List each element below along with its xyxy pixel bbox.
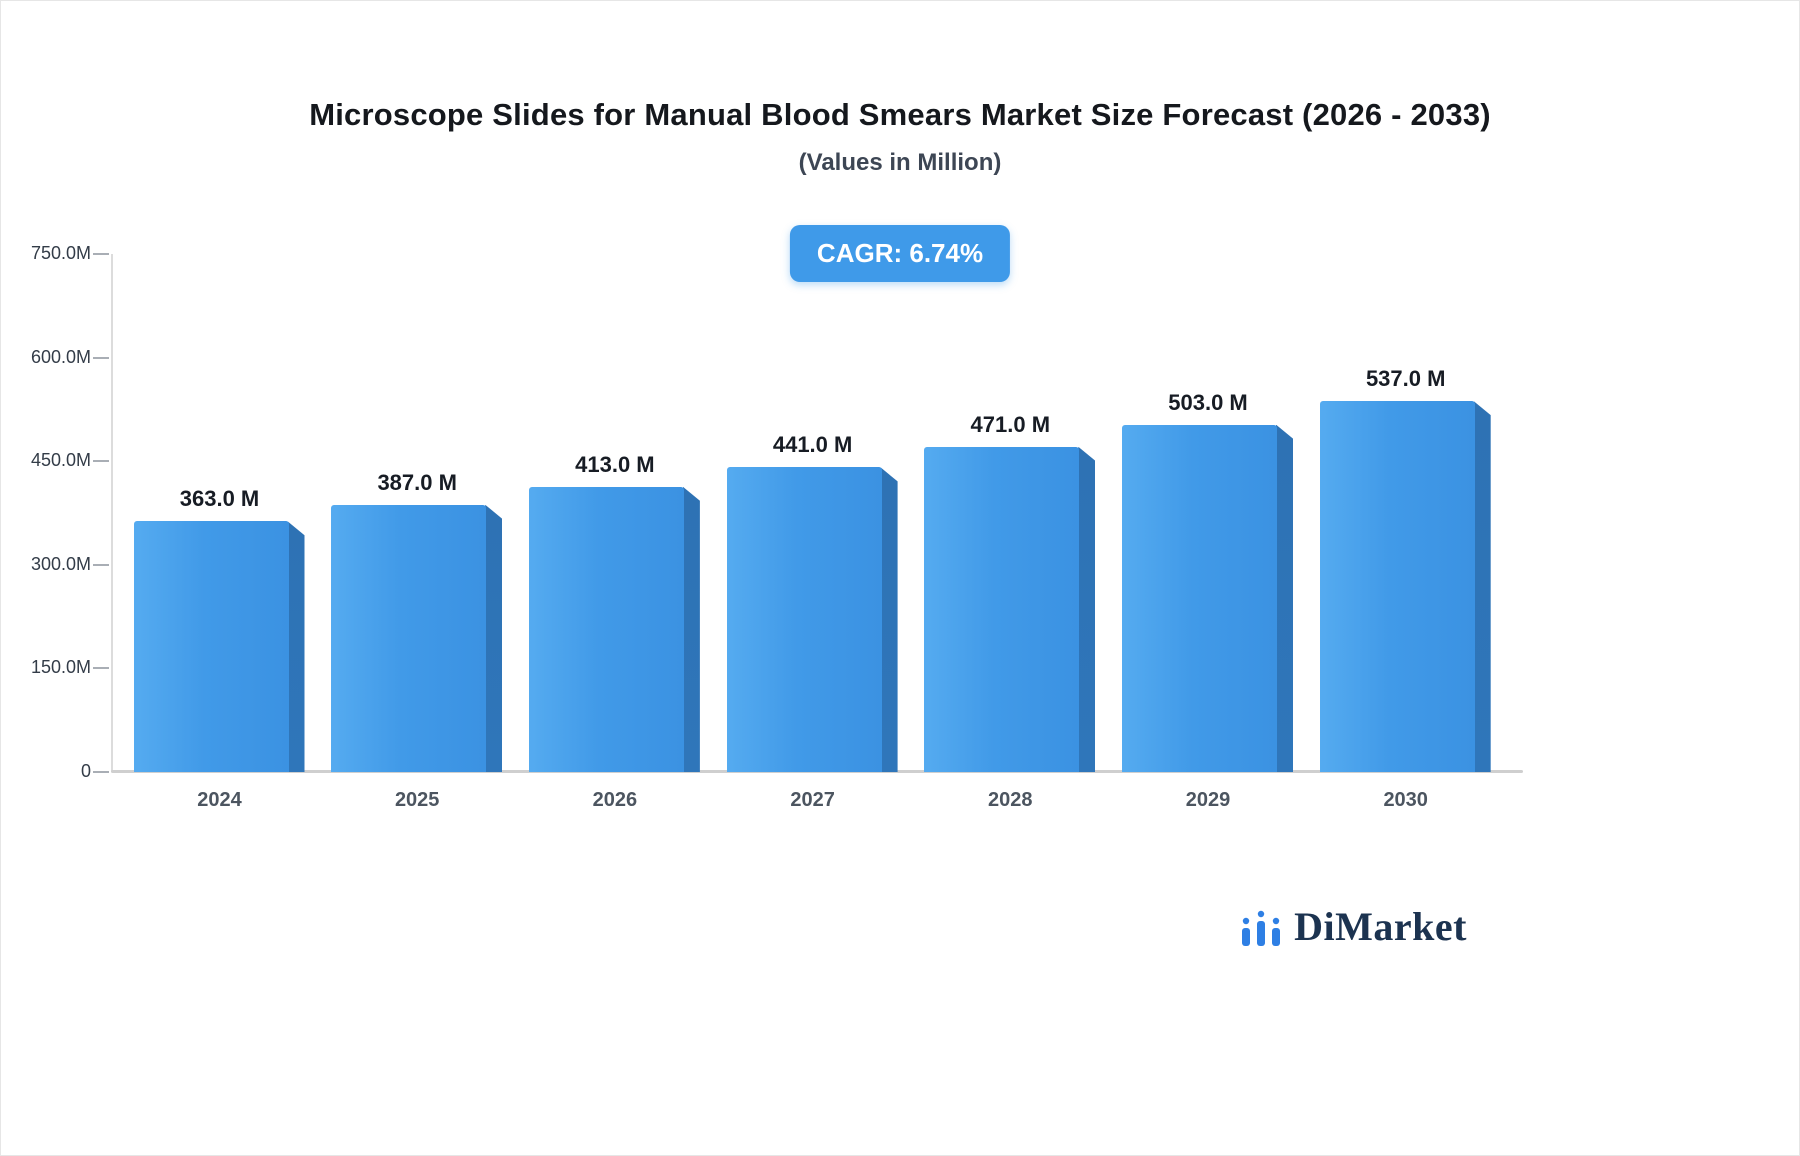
bar-side-face [1473,401,1491,772]
brand-logo: DiMarket [1238,903,1467,950]
bar-side-face [287,521,305,772]
brand-logo-text: DiMarket [1294,904,1467,949]
y-tick-mark [93,667,109,670]
y-tick-mark [93,771,109,773]
y-tick-mark [93,563,109,566]
bar[interactable] [331,504,487,772]
bar-value-label: 471.0 M [970,411,1051,437]
bar-value-label: 363.0 M [179,486,260,512]
x-axis-label: 2024 [197,789,242,811]
bar-value-label: 413.0 M [575,451,655,477]
bar-side-face [1276,424,1293,772]
bar-value-label: 503.0 M [1168,389,1248,415]
x-axis-label: 2029 [1185,789,1231,811]
bar-side-face [880,467,898,772]
y-tick-mark [93,356,109,359]
y-tick-label: 0 [80,761,91,781]
bar[interactable] [528,486,684,772]
bar[interactable] [924,446,1080,772]
bar[interactable] [133,521,289,772]
x-axis-label: 2026 [592,789,638,811]
y-tick-mark [93,253,109,255]
chart-title: Microscope Slides for Manual Blood Smear… [309,97,1491,132]
bar-side-face [682,486,700,772]
y-tick-label: 150.0M [30,657,91,678]
bar-value-label: 537.0 M [1365,366,1446,392]
x-axis-label: 2027 [790,789,835,811]
y-axis-line [111,254,113,772]
y-tick-label: 600.0M [30,346,91,367]
bar[interactable] [726,467,882,772]
bar-value-label: 441.0 M [772,432,853,458]
y-tick-label: 750.0M [30,243,91,263]
x-axis-label: 2028 [988,789,1033,811]
x-axis-label: 2030 [1383,789,1428,811]
y-tick-label: 450.0M [30,450,91,471]
bar-side-face [485,504,503,772]
bar-value-label: 387.0 M [377,469,457,495]
chart-subtitle: (Values in Million) [798,149,1002,176]
y-tick-label: 300.0M [30,553,91,574]
cagr-badge: CAGR: 6.74% [789,225,1011,282]
bar[interactable] [1319,401,1475,772]
bar-side-face [1078,446,1096,772]
bar-chart-icon [1238,904,1284,950]
x-axis-label: 2025 [394,789,440,811]
bar[interactable] [1122,424,1277,772]
y-tick-mark [93,460,109,463]
